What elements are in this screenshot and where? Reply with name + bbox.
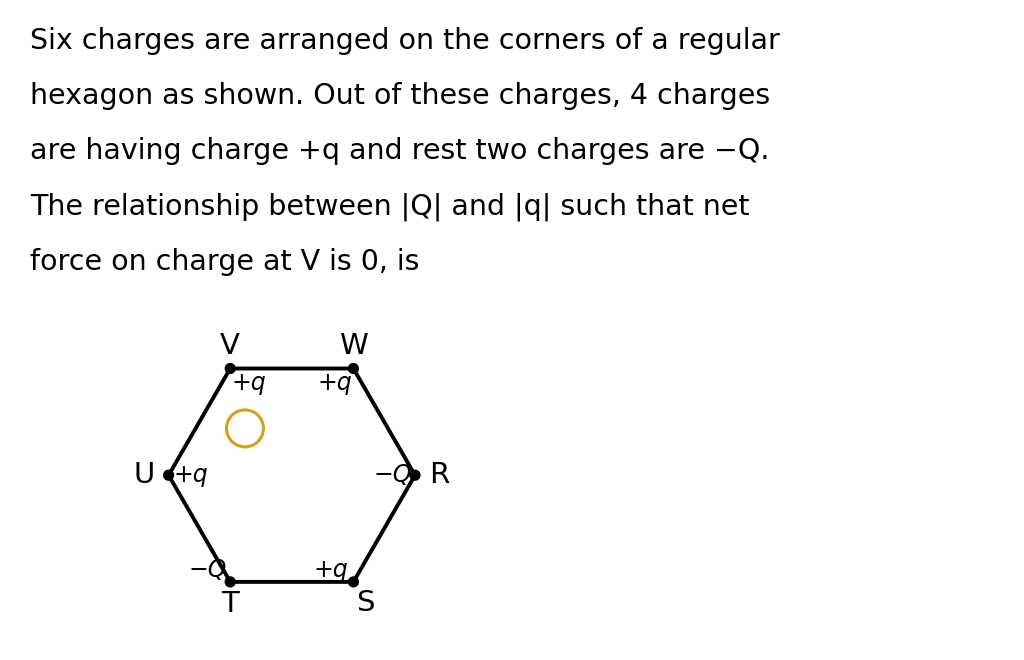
- Circle shape: [348, 577, 358, 587]
- Text: hexagon as shown. Out of these charges, 4 charges: hexagon as shown. Out of these charges, …: [31, 82, 771, 110]
- Text: force on charge at V is 0, is: force on charge at V is 0, is: [31, 248, 420, 276]
- Text: +q: +q: [317, 372, 352, 395]
- Circle shape: [164, 471, 173, 480]
- Circle shape: [225, 364, 236, 374]
- Text: T: T: [221, 590, 239, 618]
- Circle shape: [410, 471, 420, 480]
- Circle shape: [348, 364, 358, 374]
- Text: are having charge +q and rest two charges are −Q.: are having charge +q and rest two charge…: [31, 137, 770, 165]
- Text: Six charges are arranged on the corners of a regular: Six charges are arranged on the corners …: [31, 27, 780, 55]
- Text: V: V: [220, 333, 241, 360]
- Text: R: R: [429, 461, 450, 489]
- Text: +q: +q: [231, 372, 266, 395]
- Text: −Q: −Q: [188, 558, 227, 581]
- Text: +q: +q: [173, 463, 208, 487]
- Text: −Q: −Q: [374, 463, 412, 487]
- Circle shape: [225, 577, 236, 587]
- Text: The relationship between |Q| and |q| such that net: The relationship between |Q| and |q| suc…: [31, 192, 750, 220]
- Text: W: W: [339, 333, 368, 360]
- Text: S: S: [356, 589, 375, 617]
- Text: U: U: [133, 461, 155, 489]
- Text: +q: +q: [313, 558, 348, 581]
